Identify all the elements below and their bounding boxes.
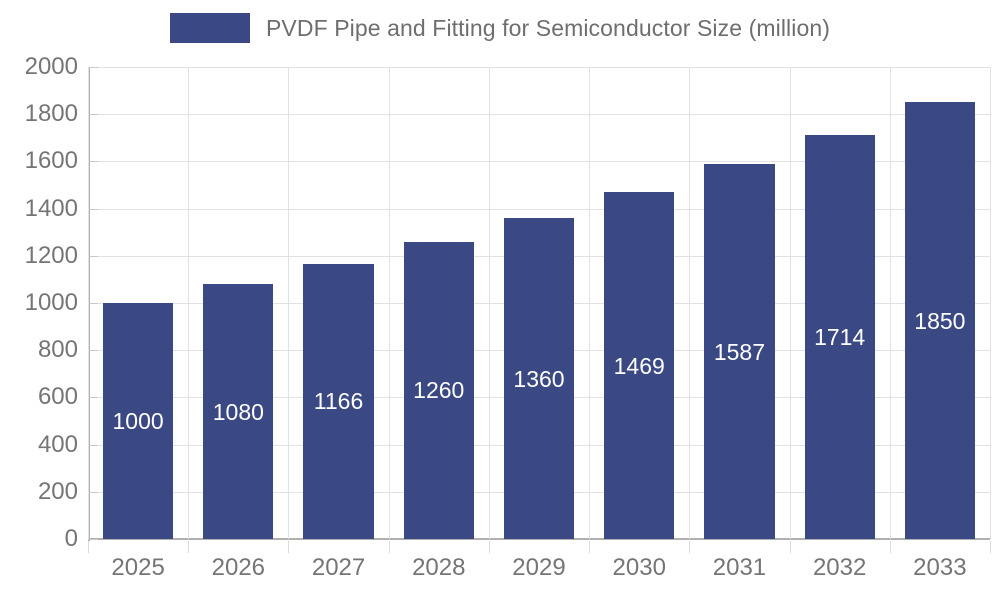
bar-value-label: 1080	[212, 398, 264, 425]
y-tick-mark	[88, 491, 98, 493]
bar-value-label: 1850	[914, 307, 966, 334]
bar-value-label: 1000	[112, 408, 164, 434]
bar-value-label: 1587	[713, 338, 766, 365]
gridline-y	[88, 161, 990, 163]
legend-color-swatch	[169, 13, 250, 43]
gridline-x	[890, 67, 891, 539]
x-tick-mark	[790, 541, 791, 553]
y-tick-label: 1200	[24, 241, 78, 269]
bar[interactable]: 1080	[203, 284, 274, 539]
y-tick-mark	[88, 539, 98, 540]
y-tick-label: 1000	[24, 289, 78, 316]
bar[interactable]: 1587	[704, 164, 775, 539]
x-tick-mark	[689, 541, 690, 553]
bar[interactable]: 1166	[303, 263, 374, 539]
gridline-x	[689, 67, 690, 539]
y-tick-mark	[88, 161, 98, 163]
x-tick-mark	[389, 541, 390, 553]
y-tick-label: 1800	[24, 100, 78, 128]
x-tick-mark	[288, 541, 289, 553]
y-axis-line	[88, 67, 90, 541]
gridline-y	[88, 208, 990, 210]
y-tick-label: 400	[37, 430, 78, 458]
bar[interactable]: 1469	[604, 192, 675, 539]
bar-value-label: 1166	[313, 388, 364, 415]
y-tick-mark	[88, 255, 98, 257]
y-tick-label: 0	[64, 525, 78, 552]
chart-legend: PVDF Pipe and Fitting for Semiconductor …	[0, 10, 1000, 46]
gridline-x	[389, 67, 390, 539]
y-tick-mark	[88, 350, 98, 352]
x-tick-label: 2030	[612, 554, 666, 581]
y-tick-label: 600	[37, 383, 78, 411]
bar[interactable]: 1360	[503, 218, 575, 539]
x-tick-mark	[589, 541, 590, 553]
x-tick-label: 2026	[211, 554, 266, 581]
gridline-y	[88, 67, 990, 68]
x-tick-label: 2031	[712, 554, 767, 581]
bar[interactable]: 1850	[904, 102, 975, 539]
gridline-x	[990, 67, 991, 539]
x-tick-label: 2027	[311, 554, 366, 581]
legend-label: PVDF Pipe and Fitting for Semiconductor …	[265, 14, 830, 41]
gridline-x	[790, 67, 791, 539]
bar-value-label: 1260	[413, 377, 465, 404]
y-tick-label: 2000	[24, 53, 78, 80]
x-tick-mark	[188, 541, 189, 553]
bar[interactable]: 1714	[804, 134, 875, 539]
gridline-y	[88, 114, 990, 116]
x-axis-baseline	[88, 538, 990, 540]
x-tick-label: 2029	[512, 554, 566, 581]
y-tick-mark	[88, 303, 98, 304]
gridline-x	[88, 67, 89, 539]
y-tick-mark	[88, 67, 98, 68]
x-tick-mark	[489, 541, 490, 553]
x-tick-label: 2025	[111, 554, 165, 581]
y-tick-label: 200	[37, 477, 78, 505]
y-tick-mark	[88, 114, 98, 116]
y-tick-mark	[88, 444, 98, 446]
plot-area: 1000 1080 1166 1260 1360 1469 1587 1714 1850	[88, 67, 991, 541]
gridline-x	[188, 67, 189, 539]
y-tick-label: 1600	[24, 147, 78, 175]
gridline-x	[589, 67, 590, 539]
x-tick-label: 2028	[412, 554, 466, 581]
x-tick-mark	[88, 541, 89, 553]
x-tick-label: 2033	[913, 554, 967, 581]
gridline-x	[288, 67, 289, 539]
y-tick-label: 1400	[24, 194, 78, 222]
y-tick-label: 800	[37, 336, 78, 364]
bar-value-label: 1714	[814, 323, 866, 350]
y-tick-mark	[88, 208, 98, 210]
legend-item-pvdf-pipe[interactable]: PVDF Pipe and Fitting for Semiconductor …	[169, 13, 830, 43]
y-tick-mark	[88, 397, 98, 399]
bar[interactable]: 1260	[403, 241, 474, 539]
bar[interactable]: 1000	[103, 303, 174, 539]
x-tick-mark	[890, 541, 891, 553]
bar-value-label: 1360	[513, 365, 565, 392]
x-tick-mark	[990, 541, 991, 553]
x-tick-label: 2032	[812, 554, 867, 581]
bar-value-label: 1469	[613, 352, 665, 379]
gridline-x	[489, 67, 490, 539]
